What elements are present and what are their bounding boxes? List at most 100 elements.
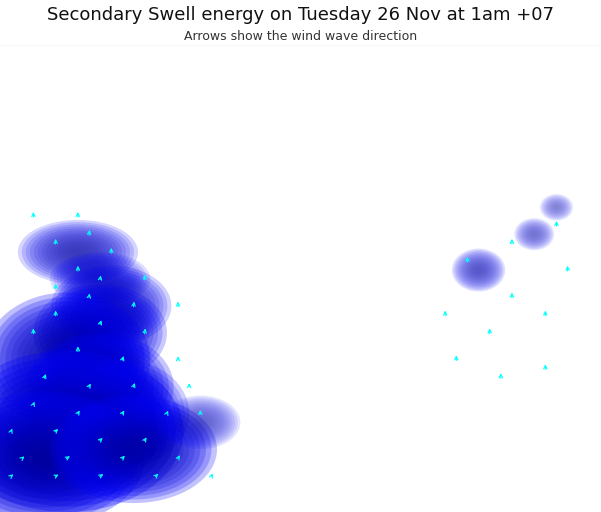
Ellipse shape [0, 391, 145, 512]
Ellipse shape [100, 395, 145, 431]
Ellipse shape [518, 221, 551, 247]
Ellipse shape [41, 344, 159, 430]
Ellipse shape [540, 194, 573, 221]
Ellipse shape [100, 428, 167, 471]
Ellipse shape [11, 315, 123, 404]
Ellipse shape [18, 220, 138, 284]
Ellipse shape [66, 361, 135, 412]
Ellipse shape [0, 418, 105, 499]
Ellipse shape [39, 337, 94, 382]
Ellipse shape [67, 276, 156, 335]
Ellipse shape [51, 266, 171, 346]
Ellipse shape [0, 361, 168, 501]
Ellipse shape [60, 258, 140, 301]
Ellipse shape [456, 251, 502, 289]
Ellipse shape [55, 268, 168, 344]
Ellipse shape [59, 271, 163, 341]
Ellipse shape [5, 310, 128, 409]
Ellipse shape [34, 333, 100, 387]
Ellipse shape [91, 292, 132, 319]
Ellipse shape [81, 372, 120, 401]
Ellipse shape [42, 233, 114, 271]
Ellipse shape [0, 367, 160, 496]
Ellipse shape [0, 306, 133, 414]
Ellipse shape [541, 195, 572, 220]
Ellipse shape [72, 410, 195, 488]
Ellipse shape [89, 421, 178, 478]
Ellipse shape [11, 436, 78, 481]
Ellipse shape [50, 395, 217, 503]
Ellipse shape [56, 301, 145, 365]
Ellipse shape [0, 395, 138, 512]
Ellipse shape [168, 401, 233, 444]
Ellipse shape [0, 302, 139, 418]
Ellipse shape [51, 351, 149, 422]
Ellipse shape [20, 399, 114, 464]
Ellipse shape [174, 404, 227, 440]
Ellipse shape [87, 385, 158, 442]
Ellipse shape [94, 424, 172, 474]
Ellipse shape [12, 394, 121, 469]
Ellipse shape [26, 333, 174, 440]
Ellipse shape [47, 294, 154, 372]
Ellipse shape [82, 381, 162, 445]
Ellipse shape [466, 260, 491, 280]
Ellipse shape [0, 404, 124, 512]
Ellipse shape [72, 279, 151, 333]
Ellipse shape [163, 397, 238, 447]
Ellipse shape [71, 365, 130, 408]
Ellipse shape [4, 388, 129, 474]
Ellipse shape [53, 254, 147, 304]
Ellipse shape [56, 359, 189, 467]
Ellipse shape [28, 404, 106, 458]
Ellipse shape [76, 369, 124, 404]
Ellipse shape [64, 367, 180, 460]
Ellipse shape [519, 222, 549, 246]
Ellipse shape [166, 399, 235, 445]
Ellipse shape [56, 255, 144, 302]
Ellipse shape [543, 197, 570, 218]
Ellipse shape [0, 351, 184, 512]
Ellipse shape [0, 414, 111, 503]
Ellipse shape [22, 324, 111, 395]
Ellipse shape [522, 225, 546, 244]
Ellipse shape [50, 252, 150, 306]
Ellipse shape [106, 431, 162, 467]
Ellipse shape [0, 400, 132, 512]
Ellipse shape [67, 407, 200, 493]
Ellipse shape [73, 265, 127, 293]
Ellipse shape [459, 254, 498, 286]
Ellipse shape [545, 198, 569, 217]
Ellipse shape [35, 410, 98, 453]
Ellipse shape [4, 431, 85, 485]
Ellipse shape [517, 220, 552, 248]
Ellipse shape [160, 395, 240, 450]
Ellipse shape [96, 392, 149, 435]
Ellipse shape [64, 307, 136, 358]
Ellipse shape [50, 237, 106, 267]
Ellipse shape [38, 230, 118, 273]
Ellipse shape [0, 409, 118, 507]
Ellipse shape [457, 253, 500, 287]
Ellipse shape [51, 297, 149, 368]
Ellipse shape [56, 354, 144, 419]
Text: Arrows show the wind wave direction: Arrows show the wind wave direction [184, 30, 417, 44]
Ellipse shape [0, 383, 137, 480]
Ellipse shape [87, 290, 135, 322]
Ellipse shape [454, 250, 504, 290]
Ellipse shape [463, 257, 495, 283]
Ellipse shape [73, 313, 127, 352]
Ellipse shape [69, 310, 132, 355]
Ellipse shape [46, 347, 154, 426]
Ellipse shape [26, 224, 130, 280]
Ellipse shape [461, 255, 496, 285]
Ellipse shape [514, 218, 554, 250]
Ellipse shape [75, 282, 147, 330]
Ellipse shape [34, 284, 167, 381]
Ellipse shape [521, 223, 548, 245]
Ellipse shape [58, 241, 98, 263]
Ellipse shape [60, 364, 185, 464]
Ellipse shape [37, 340, 164, 433]
Ellipse shape [61, 402, 206, 496]
Ellipse shape [91, 388, 154, 438]
